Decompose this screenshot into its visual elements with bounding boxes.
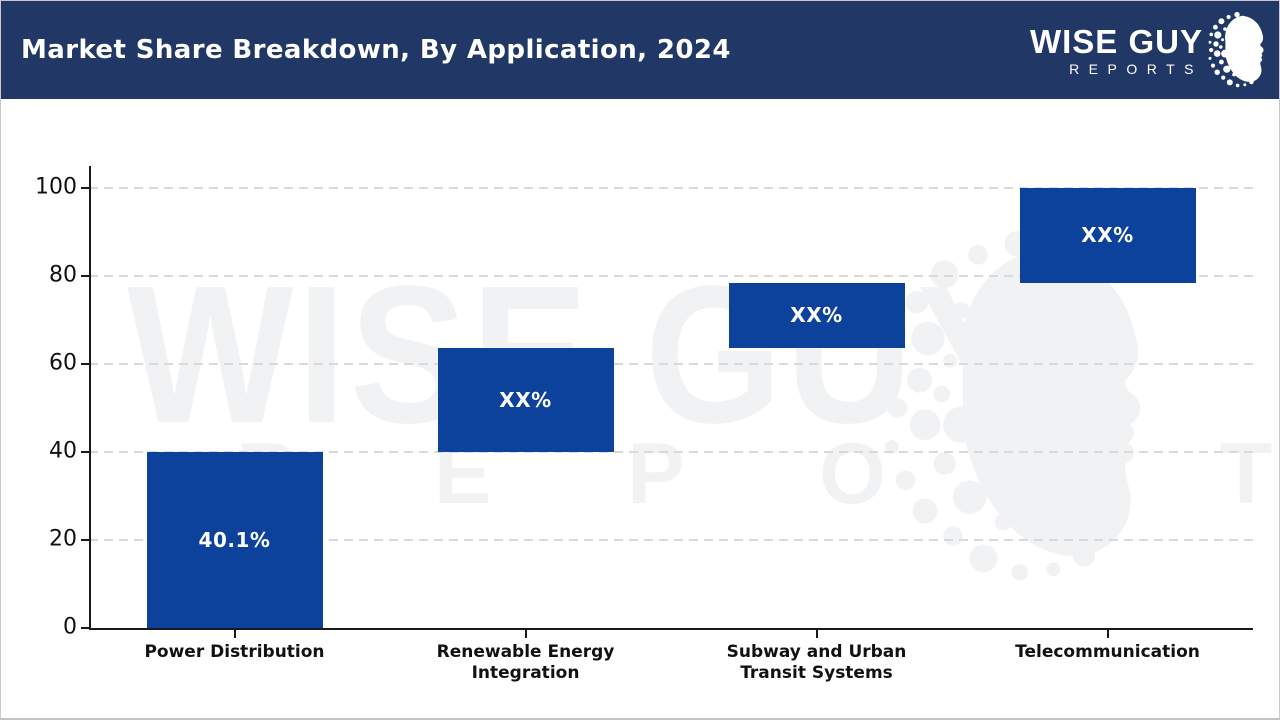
x-tick-mark (233, 630, 236, 638)
x-category-label: Renewable Energy Integration (436, 642, 615, 684)
y-tick-label: 0 (63, 614, 77, 640)
y-gridline (89, 363, 1253, 365)
y-gridline (89, 451, 1253, 453)
y-gridline (89, 187, 1253, 189)
watermark-text-small: R E P O R T S (236, 426, 1279, 522)
y-gridline (89, 539, 1253, 541)
y-tick-label: 20 (49, 526, 77, 552)
header-bar: Market Share Breakdown, By Application, … (1, 1, 1279, 99)
x-category-label: Telecommunication (1015, 642, 1200, 662)
x-category-label: Subway and Urban Transit Systems (726, 642, 907, 684)
bar-value-label: XX% (790, 303, 843, 328)
y-tick-mark (81, 539, 89, 541)
y-tick-mark (81, 187, 89, 189)
y-tick-mark (81, 363, 89, 365)
y-gridline (89, 275, 1253, 277)
chart-title: Market Share Breakdown, By Application, … (21, 35, 731, 65)
y-tick-mark (81, 627, 89, 629)
y-tick-mark (81, 275, 89, 277)
brand-subtitle: REPORTS (1069, 60, 1203, 77)
bar: 40.1% (146, 451, 323, 628)
x-tick-mark (815, 630, 818, 638)
y-tick-mark (81, 451, 89, 453)
brand-face-icon (1205, 11, 1269, 89)
bar: XX% (1019, 188, 1196, 283)
brand-logo: WISE GUY REPORTS (1030, 9, 1269, 91)
bar-value-label: 40.1% (198, 527, 271, 552)
x-category-label: Power Distribution (144, 642, 325, 662)
x-tick-mark (1106, 630, 1109, 638)
y-tick-label: 60 (49, 350, 77, 376)
bar-value-label: XX% (1081, 223, 1134, 248)
y-tick-label: 40 (49, 438, 77, 464)
bar: XX% (437, 347, 614, 452)
bar: XX% (728, 282, 905, 348)
brand-wordmark: WISE GUY REPORTS (1030, 25, 1203, 76)
y-axis-line (89, 166, 91, 630)
brand-name: WISE GUY (1029, 22, 1203, 60)
x-axis-line (89, 628, 1253, 630)
y-tick-label: 80 (49, 262, 77, 288)
x-tick-mark (524, 630, 527, 638)
y-tick-label: 100 (35, 174, 77, 200)
bar-value-label: XX% (499, 387, 552, 412)
